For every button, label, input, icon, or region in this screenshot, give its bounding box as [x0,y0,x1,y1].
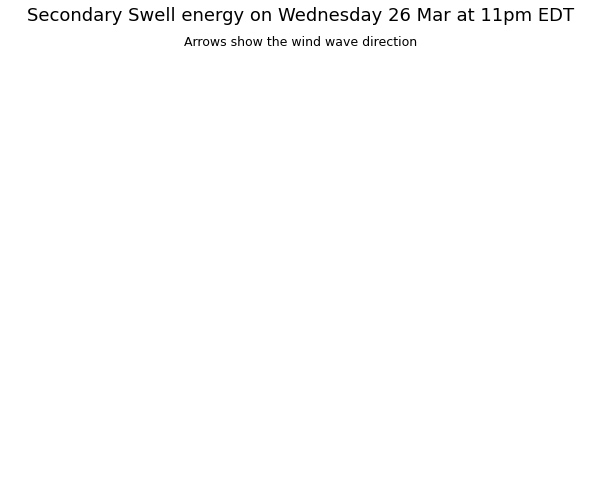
Text: Secondary Swell energy on Wednesday 26 Mar at 11pm EDT: Secondary Swell energy on Wednesday 26 M… [27,7,574,25]
Text: cartopy required: cartopy required [243,264,358,277]
Text: Arrows show the wind wave direction: Arrows show the wind wave direction [184,36,417,49]
